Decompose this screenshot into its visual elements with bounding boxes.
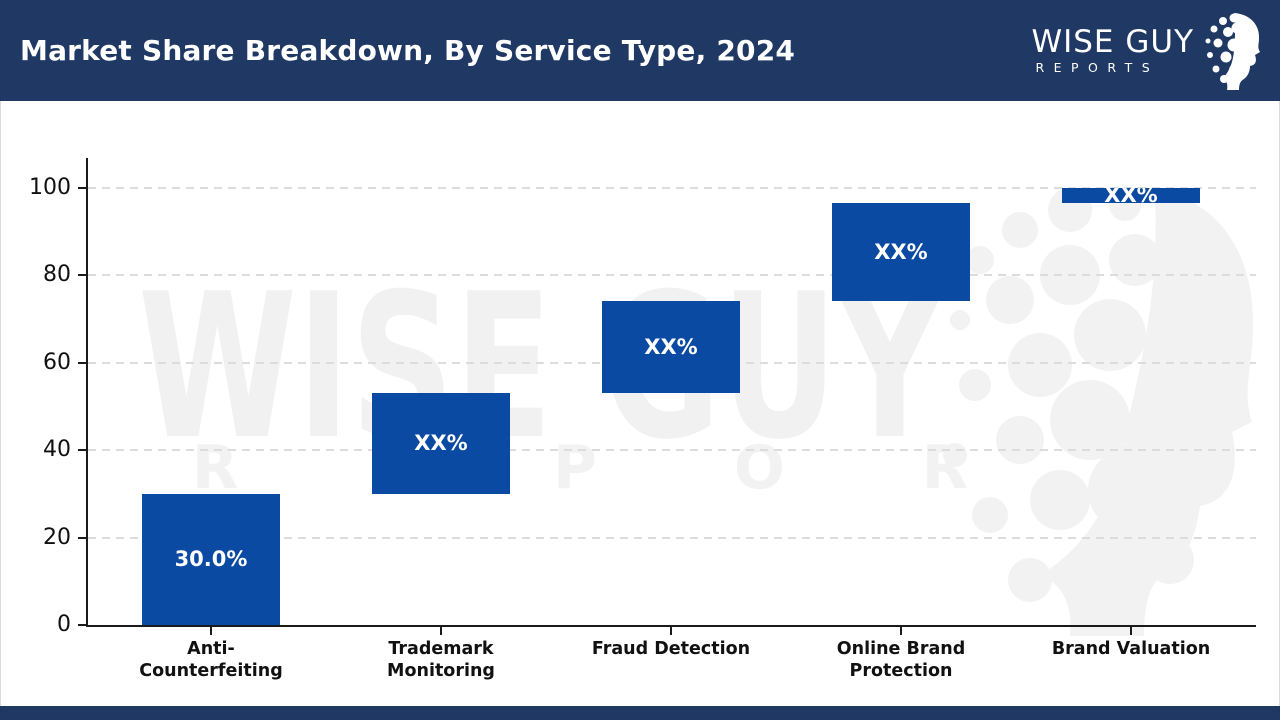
bar-value-label: XX%: [1104, 187, 1158, 203]
y-axis-label-20: 20: [43, 524, 71, 550]
brand-logo: WISE GUY REPORTS: [1031, 11, 1262, 91]
page-title: Market Share Breakdown, By Service Type,…: [20, 34, 796, 67]
y-axis-label-80: 80: [43, 262, 71, 287]
x-axis-line: [86, 625, 1256, 627]
bar-anti-counterfeiting: 30.0%: [142, 493, 280, 625]
y-axis-line: [86, 158, 88, 627]
brand-face-icon: [1205, 12, 1260, 90]
bar-value-label: XX%: [414, 431, 468, 456]
category-label-line: Brand Valuation: [1051, 639, 1211, 659]
category-label-line: Monitoring: [387, 661, 495, 681]
bar-value-label: 30.0%: [174, 547, 248, 572]
bar-fraud-detection: XX%: [602, 301, 740, 394]
gridline-y40: [88, 449, 1256, 451]
x-axis-category-label: Online Brand Protection: [786, 638, 1016, 682]
bar-online-brand-protection: XX%: [832, 202, 970, 302]
bar-value-label: XX%: [644, 335, 698, 360]
x-axis-category-label: Brand Valuation: [1016, 638, 1246, 660]
x-axis-tick-0: [210, 627, 212, 635]
x-axis-tick-3: [900, 627, 902, 635]
y-axis-label-100: 100: [29, 174, 71, 200]
x-axis-category-label: Trademark Monitoring: [326, 638, 556, 682]
y-axis-tick-60: [78, 361, 87, 364]
category-label-line: Fraud Detection: [591, 639, 751, 659]
category-label-line: Trademark: [388, 639, 494, 659]
x-axis-tick-4: [1130, 627, 1132, 635]
brand-logo-name: WISE GUY: [1031, 23, 1194, 60]
watermark-face-icon: [943, 188, 1254, 636]
y-axis-label-0: 0: [57, 612, 71, 637]
x-axis-category-label: Anti- Counterfeiting: [96, 638, 326, 682]
gridline-y80: [88, 274, 1256, 276]
footer-bar: [0, 706, 1280, 720]
watermark-brand-text: WISE GUY: [138, 251, 943, 484]
y-axis-tick-20: [78, 536, 87, 539]
bar-value-label: XX%: [874, 240, 928, 265]
x-axis-tick-1: [440, 627, 442, 635]
category-label-line: Protection: [849, 661, 953, 681]
y-axis-label-60: 60: [43, 349, 71, 375]
category-label-line: Online Brand: [836, 639, 966, 659]
y-axis-tick-0: [78, 624, 87, 626]
header-bar: Market Share Breakdown, By Service Type,…: [0, 0, 1280, 101]
category-label-line: Counterfeiting: [139, 661, 283, 681]
gridline-y100: [88, 186, 1256, 189]
bar-brand-valuation: XX%: [1062, 187, 1200, 203]
y-axis-label-40: 40: [43, 437, 71, 462]
y-axis-tick-100: [78, 186, 87, 189]
brand-logo-subtitle: REPORTS: [1035, 60, 1160, 76]
y-axis-tick-40: [78, 449, 87, 451]
category-label-line: Anti-: [187, 639, 235, 659]
x-axis-category-label: Fraud Detection: [556, 638, 786, 660]
x-axis-tick-2: [670, 627, 672, 635]
bar-trademark-monitoring: XX%: [372, 393, 510, 494]
brand-logo-text: WISE GUY REPORTS: [1031, 26, 1194, 76]
gridline-y20: [88, 536, 1256, 539]
y-axis-tick-80: [78, 274, 87, 276]
